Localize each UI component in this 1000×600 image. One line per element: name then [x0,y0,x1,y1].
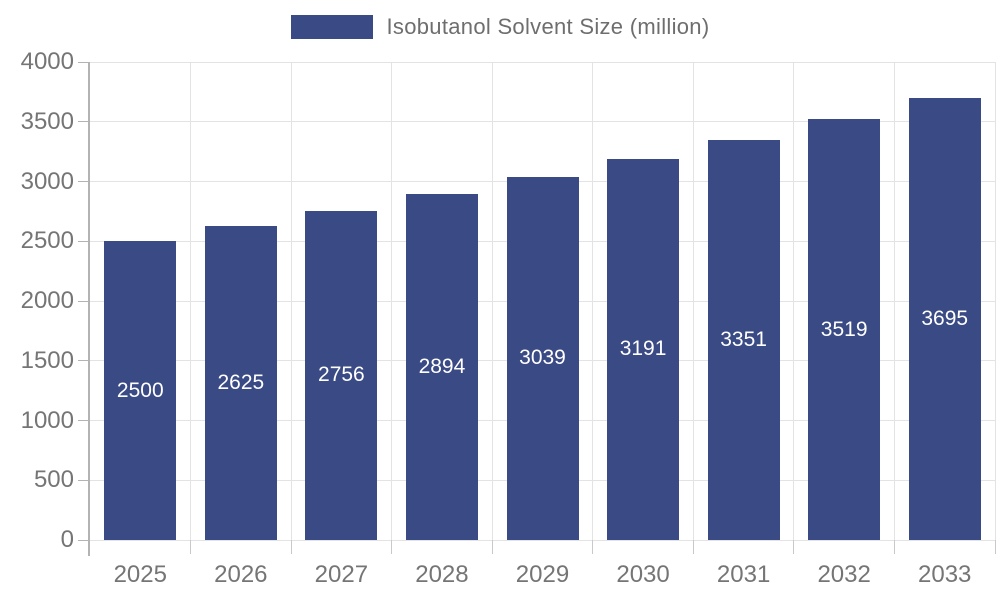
x-tick-mark [692,540,694,554]
bar-2027: 2756 [305,210,378,540]
gridline-vertical [994,62,996,540]
gridline-horizontal [90,539,995,541]
x-tick-mark [391,540,393,554]
bar-2026: 2625 [204,226,277,540]
y-axis-tick-label: 3000 [20,167,74,195]
x-axis-tick-label: 2028 [415,561,469,588]
gridline-horizontal [90,121,995,123]
bar-2029: 3039 [506,176,579,540]
x-tick-mark [994,540,996,554]
x-tick-mark [491,540,493,554]
y-tick-mark [78,181,88,182]
gridline-vertical [391,62,393,540]
gridline-vertical [893,62,895,540]
bar-value-label: 3191 [619,337,667,361]
y-tick-mark [78,360,88,362]
x-tick-mark [290,540,292,554]
y-axis-tick-label: 2000 [20,287,74,314]
x-axis-tick-label: 2026 [214,561,268,588]
x-tick-mark [592,540,594,554]
gridline-horizontal [90,61,995,63]
bar-2033: 3695 [908,98,981,540]
bar-2025: 2500 [104,241,177,540]
y-axis-tick-label: 2500 [20,227,74,255]
plot-area: 0 500 1000 1500 2000 2500 3000 3500 4000 2500 2025… [21,50,996,588]
y-tick-mark [78,479,88,481]
gridline-vertical [491,62,493,540]
y-axis-line-stub [88,540,90,556]
y-tick-mark [78,240,88,242]
y-tick-mark [78,61,88,63]
x-axis-tick-label: 2030 [616,561,670,588]
gridline-vertical [190,62,192,540]
bar-value-label: 3519 [820,317,868,341]
bar-2031: 3351 [707,139,780,540]
legend-swatch [290,15,373,39]
y-axis-tick-label: 1500 [20,346,74,374]
x-tick-mark [793,540,795,554]
bar-value-label: 2894 [418,355,466,379]
y-axis-tick-label: 4000 [20,48,74,75]
y-axis-tick-label: 3500 [20,107,74,135]
y-axis-tick-label: 500 [33,466,74,494]
bar-value-label: 3695 [921,307,969,331]
gridline-vertical [793,62,795,540]
gridline-vertical [692,62,694,540]
legend-label: Isobutanol Solvent Size (million) [386,14,710,39]
x-axis-tick-label: 2033 [918,561,972,588]
x-tick-mark [893,540,895,554]
x-axis-tick-label: 2032 [817,561,871,588]
bar-value-label: 3351 [720,327,767,351]
y-axis-tick-label: 1000 [20,406,74,434]
bar-value-label: 3039 [519,346,566,370]
y-axis-tick-label: 0 [60,526,74,553]
y-tick-mark [78,420,88,421]
x-tick-mark [190,540,192,554]
x-axis-tick-label: 2029 [515,561,570,588]
bar-2028: 2894 [405,194,478,540]
x-axis-tick-label: 2025 [113,561,167,588]
legend: Isobutanol Solvent Size (million) [0,14,1000,40]
bar-2030: 3191 [607,158,680,540]
x-axis-tick-label: 2027 [314,561,369,588]
bar-value-label: 2500 [116,378,164,402]
bar-value-label: 2625 [217,371,265,395]
gridline-vertical [592,62,594,540]
y-tick-mark [78,539,88,541]
y-tick-mark [78,300,88,302]
bar-value-label: 2756 [318,363,365,387]
y-tick-mark [78,121,88,123]
x-axis-tick-label: 2031 [716,561,771,588]
gridline-vertical [290,62,292,540]
bar-2032: 3519 [808,119,881,540]
